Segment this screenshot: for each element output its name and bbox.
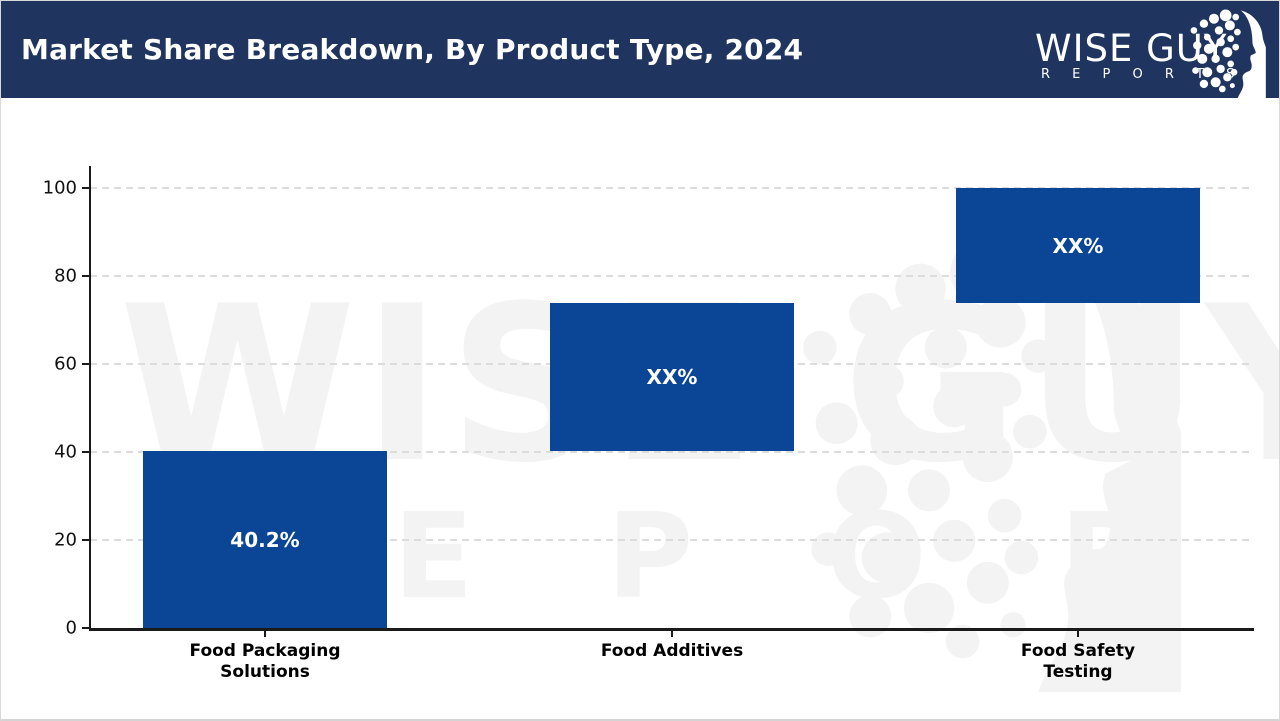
- bar-value-label: XX%: [1052, 233, 1104, 258]
- bar-food-safety-testing: XX%: [956, 188, 1200, 304]
- x-category-label: Food Safety Testing: [1020, 641, 1136, 682]
- y-tick-mark: [82, 539, 90, 541]
- bar-food-additives: XX%: [550, 303, 794, 452]
- y-tick-label: 40: [54, 441, 77, 463]
- y-tick-mark: [82, 451, 90, 453]
- wiseguy-logo: WISE GUY R E P O R T S: [1011, 7, 1266, 99]
- y-tick-label: 20: [54, 529, 77, 551]
- x-tick-mark: [671, 630, 673, 637]
- bar-value-label: XX%: [646, 365, 698, 390]
- y-tick-mark: [82, 627, 90, 629]
- y-tick-mark: [82, 187, 90, 189]
- y-axis-line: [89, 166, 91, 630]
- page-title: Market Share Breakdown, By Product Type,…: [21, 33, 804, 66]
- logo-subtext: R E P O R T S: [1041, 67, 1244, 82]
- bar-food-packaging-solutions: 40.2%: [143, 451, 387, 628]
- gridline: [90, 539, 1254, 541]
- logo-head-icon: [1190, 9, 1266, 99]
- header: Market Share Breakdown, By Product Type,…: [1, 1, 1279, 99]
- y-tick-mark: [82, 363, 90, 365]
- gridline: [90, 187, 1254, 189]
- y-tick-label: 60: [54, 353, 77, 375]
- bar-value-label: 40.2%: [230, 527, 300, 552]
- x-category-label: Food Packaging Solutions: [189, 641, 341, 682]
- x-tick-mark: [1077, 630, 1079, 637]
- x-axis-line: [89, 628, 1254, 631]
- gridline: [90, 451, 1254, 453]
- y-tick-label: 0: [65, 617, 77, 639]
- y-tick-label: 100: [42, 177, 77, 199]
- y-tick-label: 80: [54, 265, 77, 287]
- x-tick-mark: [264, 630, 266, 637]
- gridline: [90, 275, 1254, 277]
- y-tick-mark: [82, 275, 90, 277]
- x-category-label: Food Additives: [600, 641, 744, 661]
